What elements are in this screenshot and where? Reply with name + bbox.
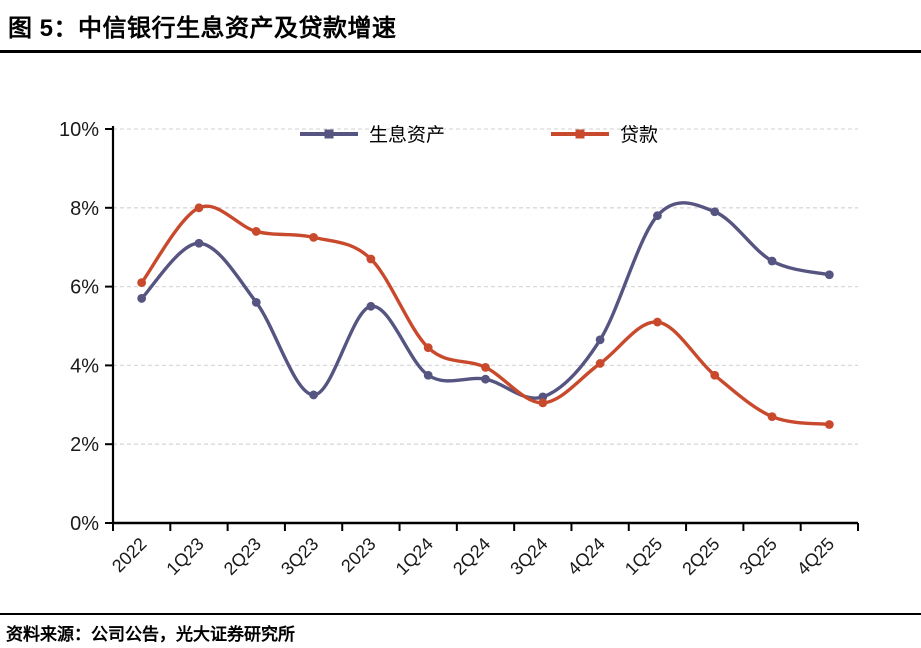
footer-divider	[0, 613, 921, 615]
data-point-assets	[710, 207, 720, 217]
source-note: 资料来源：公司公告，光大证券研究所	[6, 625, 295, 644]
data-point-assets	[309, 390, 318, 400]
legend-label-assets: 生息资产	[369, 125, 446, 146]
data-point-loans	[481, 362, 490, 372]
y-tick-label: 10%	[59, 119, 99, 141]
data-point-assets	[423, 370, 433, 380]
x-tick-label: 4Q24	[564, 534, 609, 579]
data-point-assets	[595, 335, 605, 345]
loans-marker-icon	[575, 129, 585, 138]
y-tick-label: 4%	[70, 355, 99, 377]
x-tick-label: 2Q24	[449, 534, 494, 579]
data-point-loans	[710, 370, 720, 380]
assets-marker-icon	[324, 129, 334, 138]
x-tick-label: 3Q24	[506, 534, 551, 579]
data-point-loans	[538, 398, 548, 408]
x-tick-label: 3Q25	[736, 534, 781, 579]
legend-label-loans: 贷款	[619, 125, 658, 146]
data-point-loans	[366, 254, 376, 264]
data-point-assets	[824, 270, 834, 280]
x-tick-label: 1Q24	[392, 534, 437, 579]
y-tick-label: 8%	[70, 198, 99, 220]
x-tick-label: 2023	[337, 534, 379, 576]
x-tick-label: 1Q23	[163, 534, 208, 579]
data-point-loans	[309, 232, 318, 242]
y-tick-label: 0%	[70, 513, 99, 535]
title-divider	[0, 50, 921, 53]
data-point-loans	[137, 278, 147, 288]
data-point-assets	[137, 294, 147, 303]
data-point-assets	[194, 238, 204, 248]
series-line-loans	[139, 204, 832, 427]
x-tick-label: 2Q25	[678, 534, 723, 579]
data-point-assets	[366, 301, 376, 311]
x-tick-label: 2Q23	[220, 534, 265, 579]
x-tick-label: 1Q25	[621, 534, 666, 579]
x-tick-label: 4Q25	[793, 534, 838, 579]
data-point-assets	[767, 256, 777, 266]
data-point-loans	[824, 420, 834, 429]
data-point-loans	[194, 203, 204, 213]
y-tick-label: 2%	[70, 434, 99, 456]
loans-line-swatch-icon	[550, 129, 609, 138]
figure-title: 图 5：中信银行生息资产及贷款增速	[8, 15, 397, 42]
legend-item-assets: 生息资产	[300, 120, 445, 147]
chart-legend: 生息资产 贷款	[300, 120, 658, 147]
x-tick-label: 2022	[108, 534, 150, 576]
data-point-assets	[251, 297, 261, 307]
data-point-assets	[481, 374, 490, 384]
data-point-loans	[595, 359, 605, 368]
x-tick-label: 3Q23	[277, 534, 322, 579]
data-point-loans	[251, 227, 261, 236]
data-point-loans	[423, 343, 433, 353]
assets-line-swatch-icon	[300, 129, 358, 138]
y-tick-label: 6%	[70, 277, 99, 299]
legend-item-loans: 贷款	[550, 120, 658, 147]
data-point-loans	[767, 412, 777, 422]
data-point-loans	[653, 317, 662, 327]
data-point-assets	[653, 211, 662, 221]
